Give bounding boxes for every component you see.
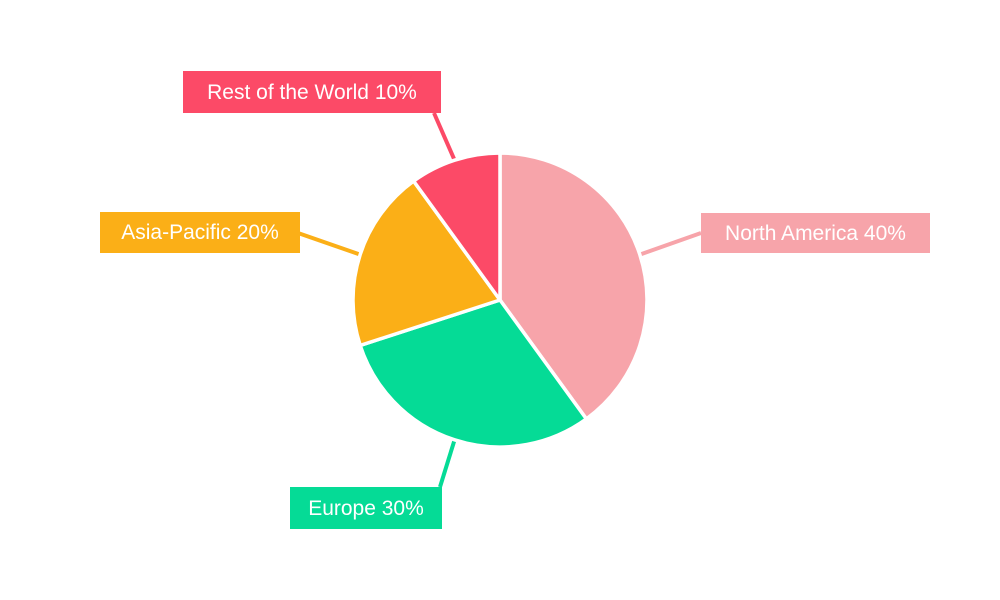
leader-line-asia-pacific bbox=[297, 231, 361, 257]
pie-slice-rest-of-the-world[interactable] bbox=[411, 151, 502, 302]
pie-label-text: Asia-Pacific 20% bbox=[121, 221, 279, 244]
pie-label-north-america: North America 40% bbox=[701, 213, 930, 253]
pie-label-text: Rest of the World 10% bbox=[207, 80, 417, 104]
pie-slice-north-america[interactable] bbox=[498, 151, 649, 421]
leader-line-rest-of-the-world bbox=[432, 112, 457, 162]
pie-label-text: North America 40% bbox=[725, 221, 906, 245]
pie-label-asia-pacific: Asia-Pacific 20% bbox=[100, 212, 300, 253]
leader-lines bbox=[297, 112, 702, 488]
pie-slices bbox=[351, 151, 649, 449]
pie-slice-europe[interactable] bbox=[358, 298, 589, 449]
leader-line-europe bbox=[438, 439, 457, 488]
pie-slice-asia-pacific[interactable] bbox=[351, 179, 502, 348]
pie-label-text: Europe 30% bbox=[308, 496, 424, 520]
leader-line-north-america bbox=[639, 231, 702, 257]
pie-label-europe: Europe 30% bbox=[290, 487, 442, 529]
pie-label-rest-of-the-world: Rest of the World 10% bbox=[183, 71, 441, 113]
